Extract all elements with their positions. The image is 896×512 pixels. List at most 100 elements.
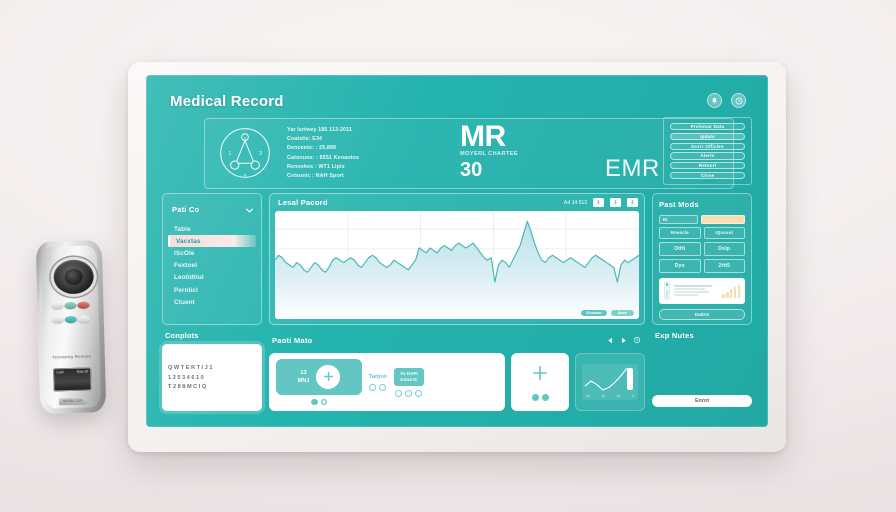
meds-button[interactable]: OtHi	[659, 241, 701, 256]
keyboard-row[interactable]: Q W T E R T I J 1	[168, 365, 213, 371]
clock-icon[interactable]	[731, 93, 746, 108]
sidebar-item-iscole[interactable]: IScOle	[174, 249, 195, 257]
remote-button[interactable]	[78, 315, 91, 323]
chart-save-button[interactable]: Save	[610, 309, 634, 316]
meta-line: Yar Isrtwey 185 113-2011	[287, 127, 353, 133]
exam-notes-button[interactable]: Enrot	[652, 395, 752, 407]
bell-icon[interactable]	[707, 93, 722, 108]
circular-node-diagram: 1 3 2 4	[217, 125, 273, 181]
vitals-cross-card	[511, 353, 569, 411]
meds-field-label: IN	[659, 215, 698, 224]
svg-text:2: 2	[244, 136, 247, 141]
print-icon[interactable]: ⇩	[610, 198, 621, 207]
meds-button[interactable]: 2Ht5	[703, 258, 745, 273]
thermometer-icon	[664, 281, 670, 300]
circle-icon[interactable]	[531, 393, 539, 401]
medication-bar-chart	[722, 284, 740, 298]
vitals-action-button[interactable]: Yu DAPi 4-514 IC	[393, 367, 424, 386]
meds-button-row-3: Dyo 2Ht5	[659, 258, 745, 273]
sidebar-item-leotidtiul[interactable]: Leotidtiul	[174, 274, 204, 282]
handheld-remote-control[interactable]: Telemetry Remote Lead Rate 80 MODEL 2100	[35, 240, 107, 414]
on-screen-keyboard[interactable]: Q W T E R T I J 1 1 3 5 3 4 6 1 0 T 2 8 …	[162, 344, 262, 411]
sidebar-item-vacxtas[interactable]: Vacxtas	[168, 235, 256, 248]
chart-title: Lesal Pacord	[278, 198, 328, 207]
keyboard-panel-title: Conplots	[165, 331, 199, 340]
circle-icon[interactable]	[405, 389, 413, 397]
meta-line: Cstsunic : NAH Sport	[287, 173, 344, 180]
meds-value-field[interactable]	[701, 215, 745, 224]
exam-notes-panel: Exp Nutes Enrot	[652, 331, 752, 411]
sidebar-item-table[interactable]: Table	[174, 225, 191, 233]
circle-icon[interactable]	[415, 389, 423, 397]
bottom-row: Conplots Q W T E R T I J 1 1 3 5 3 4 6 1…	[162, 331, 752, 411]
prev-icon[interactable]	[607, 331, 614, 349]
sidebar-title: Pati Co	[172, 204, 200, 214]
share-icon[interactable]: ⇩	[627, 198, 638, 207]
dot-indicator[interactable]	[321, 399, 328, 406]
past-meds-title: Past Mods	[659, 200, 699, 209]
quick-actions-panel: Prelomar Data Ipdate Durrr Officles Aler…	[663, 117, 752, 185]
sidebar-item-fextoel[interactable]: Fextoel	[174, 262, 198, 270]
keyboard-row[interactable]: 1 3 5 3 4 6 1 0	[168, 374, 204, 381]
meds-button[interactable]: Dolp	[703, 241, 745, 256]
meds-button[interactable]: IQossot	[703, 227, 745, 239]
meds-details-button[interactable]: Datirts	[659, 308, 745, 320]
mini-chart-card[interactable]: 14 11 41 1	[575, 353, 645, 411]
quick-action-button[interactable]: Alerts	[670, 152, 745, 160]
vitals-tile-label: 13 MNJ	[297, 369, 310, 384]
export-icon[interactable]: ⇩	[593, 198, 604, 207]
past-meds-panel: Past Mods IN Rnescle IQossot OtHi Dolp D…	[652, 193, 752, 325]
quick-action-button[interactable]: Close	[670, 171, 745, 179]
medication-summary-card[interactable]	[659, 277, 745, 304]
remote-button-teal[interactable]	[64, 315, 77, 324]
quick-action-button[interactable]: Retnorl	[670, 162, 745, 170]
quick-action-button[interactable]: Ipdate	[670, 132, 745, 140]
vitals-tile-dots	[311, 398, 328, 406]
remote-button-green[interactable]	[64, 301, 77, 310]
vitals-panel: Paoti Mato	[269, 331, 645, 411]
header-icons	[707, 93, 746, 108]
circle-icon[interactable]	[541, 393, 549, 401]
remote-button[interactable]	[51, 302, 64, 310]
next-icon[interactable]	[620, 331, 627, 349]
remote-model-label: MODEL 2100	[58, 397, 88, 406]
meta-line: Coaistie: E34	[287, 136, 323, 143]
dot-indicator[interactable]	[311, 398, 318, 406]
circle-icon[interactable]	[379, 383, 387, 391]
vitals-mid-group: Tarjovi	[369, 374, 387, 391]
keyboard-row[interactable]: T 2 8 8 M C I Q	[168, 384, 207, 390]
meds-button[interactable]: Rnescle	[659, 227, 701, 239]
emr-label: EMR	[605, 155, 660, 182]
vitals-button-icons	[395, 389, 423, 397]
remote-display-right: Rate 80	[76, 369, 89, 374]
sidebar-items: Table Vacxtas IScOle Fextoel Leotidtiul …	[163, 223, 261, 308]
circle-icon[interactable]	[395, 389, 403, 397]
chevron-down-icon[interactable]	[246, 200, 253, 218]
svg-text:4: 4	[244, 172, 247, 177]
patient-meta: Yar Isrtwey 185 113-2011 Coaistie: E34 D…	[287, 126, 437, 181]
patient-info-strip: 1 3 2 4 Yar Isrtwey 185 113-2011 Coaisti…	[204, 118, 734, 189]
quick-action-button[interactable]: Durrr Officles	[670, 142, 745, 150]
chart-export-button[interactable]: Exodwn	[581, 309, 607, 316]
remote-button-row-bottom	[51, 315, 91, 324]
vitals-add-tile[interactable]: 13 MNJ	[276, 358, 362, 395]
vitals-cross-icons	[531, 393, 549, 401]
jog-dial[interactable]	[53, 259, 95, 295]
plus-icon[interactable]	[316, 364, 341, 389]
remote-brand: Telemetry Remote	[52, 353, 92, 360]
remote-button-red[interactable]	[77, 301, 90, 309]
remote-button-row-top	[50, 301, 90, 310]
sidebar-header[interactable]: Pati Co	[163, 200, 261, 223]
remote-button[interactable]	[51, 316, 64, 324]
circle-icon[interactable]	[369, 383, 377, 391]
quick-action-button[interactable]: Prelomar Data	[670, 123, 745, 131]
meta-line: Renoskes : WT1 Lipis	[287, 163, 345, 170]
meds-button[interactable]: Dyo	[659, 258, 701, 273]
medical-cross-icon[interactable]	[531, 364, 549, 387]
sidebar-item-ctuent[interactable]: Ctuent	[174, 298, 195, 306]
record-mark-number: 30	[460, 159, 483, 181]
refresh-icon[interactable]	[633, 331, 641, 349]
sidebar-item-pernlicl[interactable]: Pernlicl	[174, 286, 198, 294]
middle-row: Pati Co Table Vacxtas IScOle Fextoel Leo…	[162, 193, 752, 325]
chart-svg	[275, 211, 639, 319]
